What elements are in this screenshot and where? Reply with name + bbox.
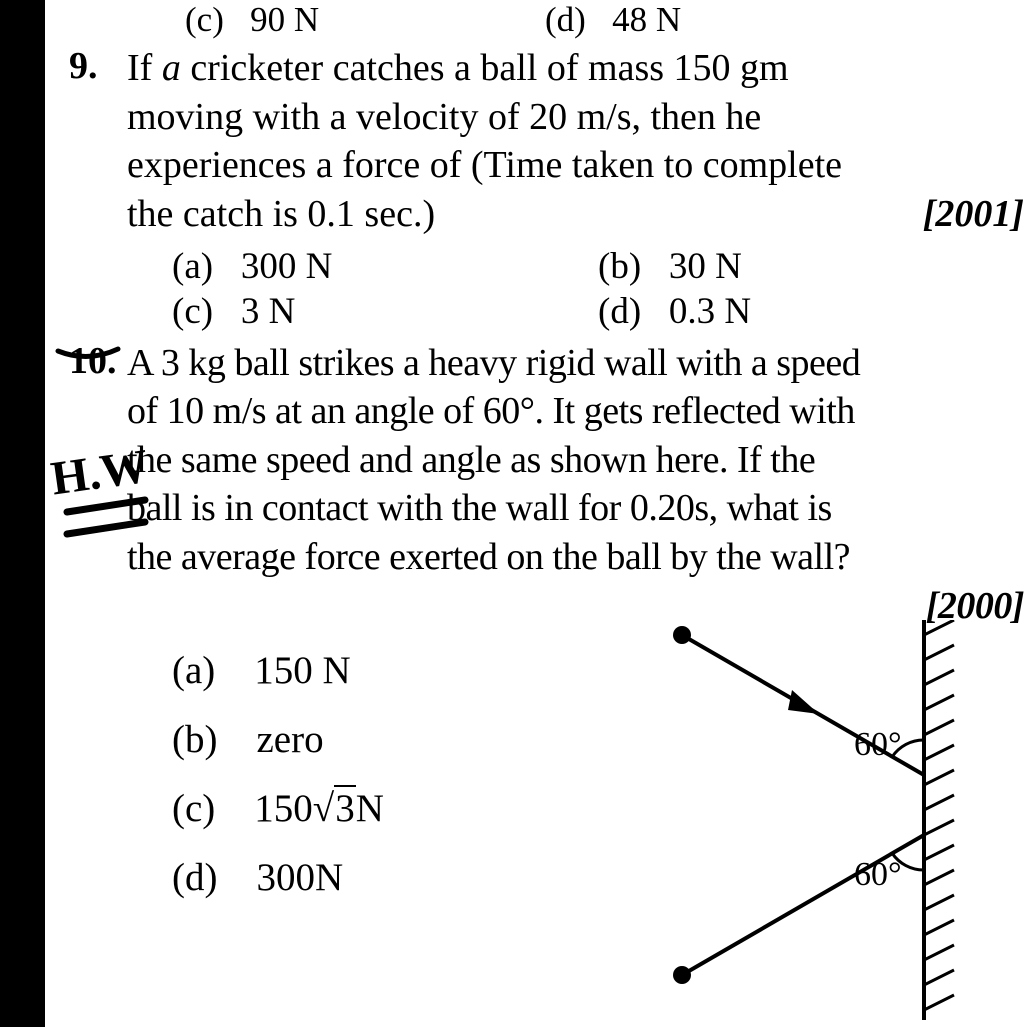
opt-label: (b) xyxy=(598,246,641,287)
opt-value: 300 N xyxy=(241,246,332,287)
q9-opt-c: (c) 3 N xyxy=(172,290,598,333)
opt-value: 30 N xyxy=(669,246,742,287)
question-text: A 3 kg ball strikes a heavy rigid wall w… xyxy=(127,339,1024,631)
opt-value: 48 N xyxy=(612,0,681,39)
scan-left-margin xyxy=(0,0,45,1027)
opt-value: 150 N xyxy=(254,649,350,692)
q9-opt-d: (d) 0.3 N xyxy=(598,290,1024,333)
q10-line1: A 3 kg ball strikes a heavy rigid wall w… xyxy=(127,339,1024,388)
reflection-diagram: 60° 60° xyxy=(594,620,974,1020)
q10-line4: ball is in contact with the wall for 0.2… xyxy=(127,484,1024,533)
q9-line2: moving with a velocity of 20 m/s, then h… xyxy=(127,93,1024,142)
question-number: 10. xyxy=(45,339,127,383)
q9-opt-b: (b) 30 N xyxy=(598,245,1024,288)
opt-value: 150√3N xyxy=(254,787,384,830)
q10-line2: of 10 m/s at an angle of 60°. It gets re… xyxy=(127,387,1024,436)
q9-line4: the catch is 0.1 sec.) [2001] xyxy=(127,190,1024,239)
q9-line1: If a cricketer catches a ball of mass 15… xyxy=(127,44,1024,93)
opt-c-prev: (c) 90 N xyxy=(185,0,545,40)
prefix: 150 xyxy=(254,787,313,830)
opt-value: 300N xyxy=(256,856,343,899)
q9-options-row1: (a) 300 N (b) 30 N xyxy=(45,245,1024,288)
opt-label: (d) xyxy=(545,0,586,39)
question-text: If a cricketer catches a ball of mass 15… xyxy=(127,44,1024,239)
underline-icon xyxy=(53,341,123,363)
opt-value: 0.3 N xyxy=(669,291,751,332)
question-10: 10. A 3 kg ball strikes a heavy rigid wa… xyxy=(45,339,1024,631)
q9-options-row2: (c) 3 N (d) 0.3 N xyxy=(45,290,1024,333)
opt-value: 90 N xyxy=(250,0,319,39)
opt-label: (a) xyxy=(172,246,213,287)
opt-value: zero xyxy=(256,718,323,761)
opt-label: (d) xyxy=(172,856,217,899)
partial-options-prev-q: (c) 90 N (d) 48 N xyxy=(45,0,1024,40)
year-tag: [2001] xyxy=(923,190,1024,239)
q9-opt-a: (a) 300 N xyxy=(172,245,598,288)
text: If a cricketer catches a ball of mass 15… xyxy=(127,47,789,89)
q10-line3: the same speed and angle as shown here. … xyxy=(127,436,1024,485)
wall-hatching xyxy=(924,620,954,1010)
opt-d-prev: (d) 48 N xyxy=(545,0,681,40)
text: the catch is 0.1 sec.) xyxy=(127,193,435,235)
underline-double-icon xyxy=(59,494,154,554)
q9-line3: experiences a force of (Time taken to co… xyxy=(127,141,1024,190)
opt-label: (d) xyxy=(598,291,641,332)
suffix: N xyxy=(356,787,384,830)
angle-label-top: 60° xyxy=(854,726,902,763)
question-9: 9. If a cricketer catches a ball of mass… xyxy=(45,44,1024,239)
ball-dot-out xyxy=(673,966,691,984)
opt-label: (b) xyxy=(172,718,217,761)
opt-label: (a) xyxy=(172,649,215,692)
question-number: 9. xyxy=(45,44,127,88)
sqrt-icon: √3 xyxy=(313,786,356,831)
opt-label: (c) xyxy=(172,291,213,332)
opt-value: 3 N xyxy=(241,291,295,332)
ball-dot-in xyxy=(673,626,691,644)
opt-label: (c) xyxy=(185,0,224,39)
q10-line5: the average force exerted on the ball by… xyxy=(127,533,1024,582)
angle-label-bottom: 60° xyxy=(854,856,902,893)
arrowhead-in-icon xyxy=(788,690,819,714)
radicand: 3 xyxy=(334,785,356,830)
opt-label: (c) xyxy=(172,787,215,830)
